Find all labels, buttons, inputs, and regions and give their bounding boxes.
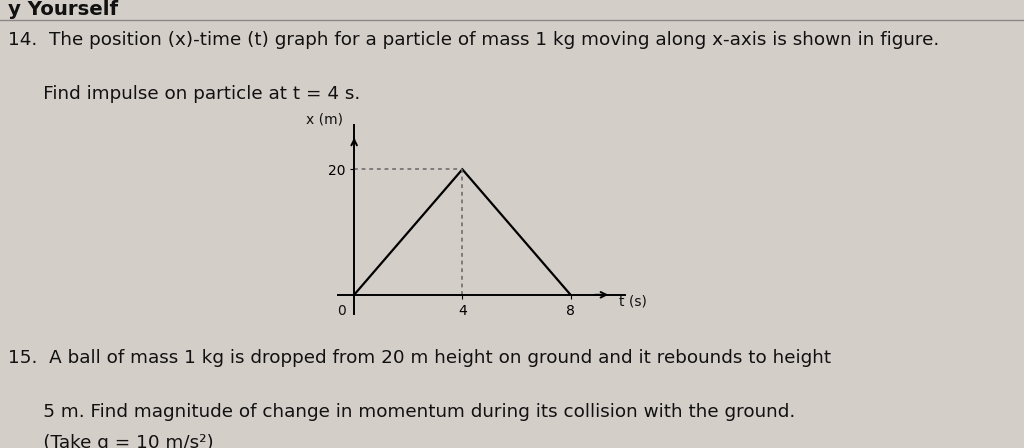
Text: 15.  A ball of mass 1 kg is dropped from 20 m height on ground and it rebounds t: 15. A ball of mass 1 kg is dropped from … [8, 349, 831, 367]
Text: Find impulse on particle at t = 4 s.: Find impulse on particle at t = 4 s. [8, 85, 360, 103]
Text: (Take g = 10 m/s²): (Take g = 10 m/s²) [8, 435, 214, 448]
Text: y Yourself: y Yourself [8, 0, 119, 19]
Text: 14.  The position (x)-time (t) graph for a particle of mass 1 kg moving along x-: 14. The position (x)-time (t) graph for … [8, 31, 939, 49]
Text: t (s): t (s) [620, 294, 647, 308]
Text: 5 m. Find magnitude of change in momentum during its collision with the ground.: 5 m. Find magnitude of change in momentu… [8, 403, 796, 421]
Text: x (m): x (m) [306, 113, 343, 127]
Text: 0: 0 [337, 304, 346, 318]
